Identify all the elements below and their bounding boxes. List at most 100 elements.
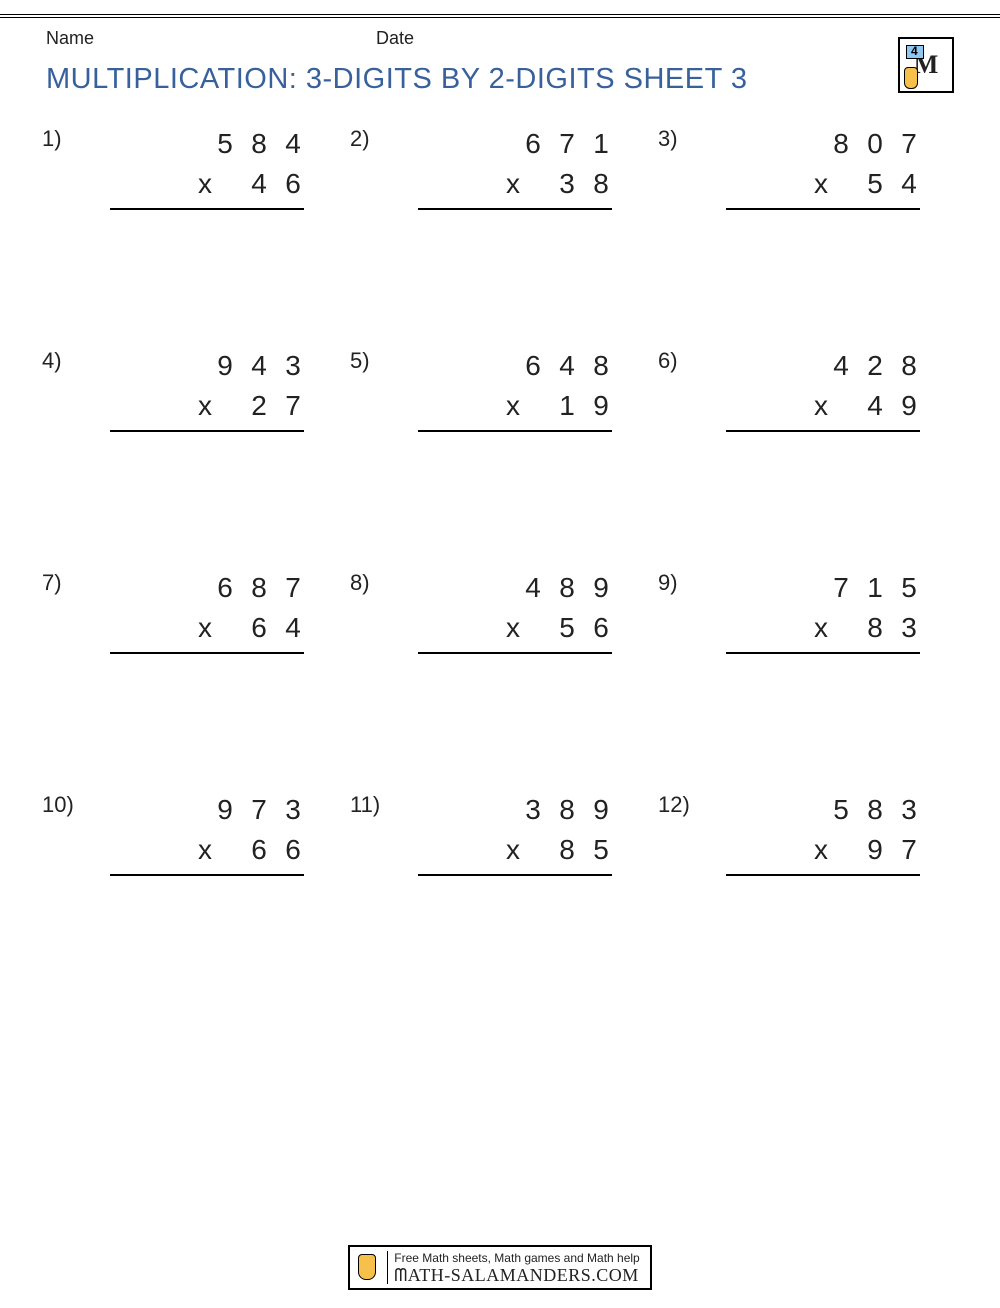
- operator: x: [810, 164, 832, 204]
- equals-rule: [110, 652, 304, 654]
- multiplier-row: x85: [394, 830, 612, 870]
- problem-work: 489x56: [394, 568, 650, 654]
- worksheet-title: MULTIPLICATION: 3-DIGITS BY 2-DIGITS SHE…: [46, 63, 954, 96]
- problem: 7)687x64: [42, 568, 342, 654]
- header-row: Name Date: [0, 28, 1000, 49]
- multiplicand-row: 583: [702, 790, 920, 830]
- problem-work: 428x49: [702, 346, 958, 432]
- problem-work: 943x27: [86, 346, 342, 432]
- multiplicand-row: 973: [86, 790, 304, 830]
- multiplier-row: x19: [394, 386, 612, 426]
- problem-work: 671x38: [394, 124, 650, 210]
- problems-grid: 1)584x462)671x383)807x544)943x275)648x19…: [0, 102, 1000, 876]
- equals-rule: [110, 874, 304, 876]
- digit: 6: [248, 608, 270, 648]
- problem: 3)807x54: [658, 124, 958, 210]
- digit: 5: [864, 164, 886, 204]
- digit: 8: [556, 568, 578, 608]
- problem-work: 715x83: [702, 568, 958, 654]
- name-label: Name: [46, 28, 376, 49]
- problem: 4)943x27: [42, 346, 342, 432]
- digit: 3: [522, 790, 544, 830]
- problem-number: 10): [42, 790, 86, 818]
- digit: 1: [864, 568, 886, 608]
- equals-rule: [726, 208, 920, 210]
- top-border-rule: [0, 14, 1000, 18]
- date-label: Date: [376, 28, 954, 49]
- digit: 5: [830, 790, 852, 830]
- digit: 6: [214, 568, 236, 608]
- worksheet-page: Name Date MULTIPLICATION: 3-DIGITS BY 2-…: [0, 14, 1000, 1308]
- digit: 5: [556, 608, 578, 648]
- equals-rule: [418, 208, 612, 210]
- digit: 9: [214, 346, 236, 386]
- badge-salamander-icon: [904, 67, 918, 89]
- problem-work: 973x66: [86, 790, 342, 876]
- problem: 10)973x66: [42, 790, 342, 876]
- digit: 4: [282, 124, 304, 164]
- multiplier-row: x46: [86, 164, 304, 204]
- problem-number: 6): [658, 346, 702, 374]
- digit: 6: [282, 164, 304, 204]
- footer-site: ᗰATH-SALAMANDERS.COM: [394, 1265, 639, 1286]
- multiplier-row: x49: [702, 386, 920, 426]
- digit: 6: [590, 608, 612, 648]
- digit: 8: [590, 346, 612, 386]
- problem: 2)671x38: [350, 124, 650, 210]
- equals-rule: [418, 430, 612, 432]
- digit: 7: [898, 830, 920, 870]
- problem: 5)648x19: [350, 346, 650, 432]
- digit: 7: [898, 124, 920, 164]
- multiplier-row: x56: [394, 608, 612, 648]
- problem-number: 4): [42, 346, 86, 374]
- multiplicand-row: 489: [394, 568, 612, 608]
- equals-rule: [110, 208, 304, 210]
- multiplier-row: x64: [86, 608, 304, 648]
- operator: x: [810, 386, 832, 426]
- digit: 1: [556, 386, 578, 426]
- operator: x: [194, 830, 216, 870]
- digit: 9: [590, 790, 612, 830]
- problem-work: 389x85: [394, 790, 650, 876]
- digit: 2: [864, 346, 886, 386]
- digit: 8: [556, 830, 578, 870]
- problem-number: 1): [42, 124, 86, 152]
- equals-rule: [726, 652, 920, 654]
- multiplicand-row: 584: [86, 124, 304, 164]
- problem-work: 687x64: [86, 568, 342, 654]
- digit: 9: [590, 386, 612, 426]
- grade-badge-icon: M: [898, 37, 954, 93]
- operator: x: [810, 608, 832, 648]
- digit: 7: [830, 568, 852, 608]
- digit: 6: [248, 830, 270, 870]
- multiplier-row: x27: [86, 386, 304, 426]
- footer: Free Math sheets, Math games and Math he…: [0, 1245, 1000, 1290]
- operator: x: [502, 830, 524, 870]
- digit: 9: [898, 386, 920, 426]
- problem-work: 648x19: [394, 346, 650, 432]
- multiplier-row: x54: [702, 164, 920, 204]
- digit: 0: [864, 124, 886, 164]
- problem: 12)583x97: [658, 790, 958, 876]
- problem-number: 7): [42, 568, 86, 596]
- digit: 8: [864, 608, 886, 648]
- problem-number: 3): [658, 124, 702, 152]
- problem-work: 583x97: [702, 790, 958, 876]
- digit: 9: [590, 568, 612, 608]
- problem-number: 11): [350, 790, 394, 818]
- equals-rule: [418, 874, 612, 876]
- operator: x: [502, 608, 524, 648]
- digit: 6: [282, 830, 304, 870]
- digit: 6: [522, 124, 544, 164]
- multiplicand-row: 807: [702, 124, 920, 164]
- digit: 5: [590, 830, 612, 870]
- digit: 3: [282, 346, 304, 386]
- multiplier-row: x66: [86, 830, 304, 870]
- digit: 4: [248, 346, 270, 386]
- equals-rule: [418, 652, 612, 654]
- problem: 9)715x83: [658, 568, 958, 654]
- digit: 1: [590, 124, 612, 164]
- multiplier-row: x83: [702, 608, 920, 648]
- multiplicand-row: 389: [394, 790, 612, 830]
- digit: 7: [282, 568, 304, 608]
